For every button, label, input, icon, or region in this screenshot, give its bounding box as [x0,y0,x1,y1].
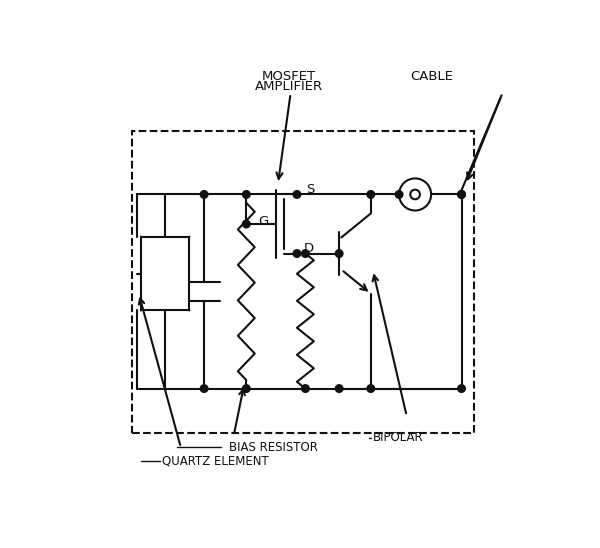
Circle shape [200,385,208,392]
Circle shape [302,250,309,258]
Circle shape [335,250,343,258]
Text: AMPLIFIER: AMPLIFIER [254,81,323,93]
Circle shape [458,385,466,392]
Bar [141,237,190,311]
Circle shape [367,191,374,198]
Text: BIAS RESISTOR: BIAS RESISTOR [229,441,319,454]
Circle shape [367,385,374,392]
Circle shape [242,191,250,198]
Circle shape [302,385,309,392]
Circle shape [395,191,403,198]
Text: BIPOLAR: BIPOLAR [373,431,424,444]
Text: G: G [258,215,268,229]
Circle shape [293,191,301,198]
Text: MOSFET: MOSFET [262,70,316,83]
Text: D: D [303,242,313,255]
Circle shape [242,220,250,228]
Circle shape [458,191,466,198]
Circle shape [242,385,250,392]
Text: QUARTZ ELEMENT: QUARTZ ELEMENT [162,455,269,467]
Text: CABLE: CABLE [410,70,454,83]
Circle shape [293,250,301,258]
Text: S: S [306,183,314,196]
Circle shape [458,191,466,198]
Circle shape [200,191,208,198]
Circle shape [335,385,343,392]
